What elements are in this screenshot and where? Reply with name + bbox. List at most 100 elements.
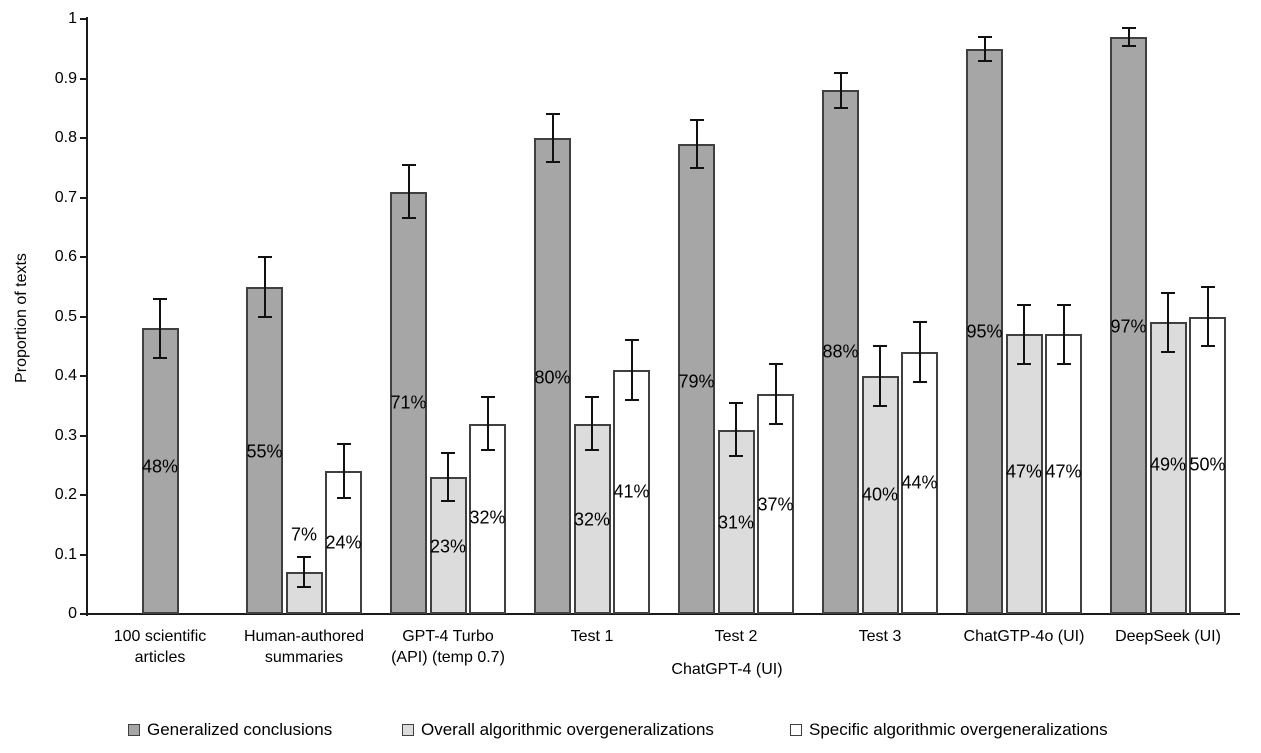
error-bar-cap (257, 315, 272, 318)
legend-item-specific-overgeneralizations: Specific algorithmic overgeneralizations (790, 717, 1108, 743)
error-bar-cap (873, 404, 887, 407)
error-bar-cap (977, 59, 992, 62)
error-bar (735, 402, 737, 457)
error-bar-cap (624, 398, 639, 401)
y-tick-label: 0.3 (54, 426, 77, 444)
bar-value-label: 47% (1005, 461, 1043, 482)
error-bar-cap (729, 455, 743, 458)
error-bar-cap (153, 357, 167, 360)
bar-value-label: 50% (1189, 454, 1226, 475)
error-bar (591, 396, 593, 451)
error-bar-cap (689, 166, 704, 169)
y-tick (80, 553, 87, 556)
error-bar-cap (545, 160, 560, 163)
error-bar-cap (1056, 363, 1071, 366)
bar (717, 429, 755, 614)
bar-value-label: 49% (1149, 454, 1187, 475)
error-bar-cap (1161, 351, 1175, 354)
error-bar-cap (873, 345, 887, 348)
error-bar (303, 557, 305, 588)
y-tick-label: 1 (68, 10, 77, 27)
bar (141, 328, 179, 614)
bar-value-label: 47% (1045, 461, 1082, 482)
bar-value-label: 7% (290, 524, 318, 545)
error-bar-cap (912, 380, 927, 383)
y-tick (80, 434, 87, 437)
error-bar-cap (257, 256, 272, 258)
bar (613, 370, 650, 614)
error-bar (263, 257, 266, 317)
error-bar-cap (833, 71, 848, 74)
x-category-label: 100 scientific articles (113, 628, 207, 666)
error-bar-cap (401, 217, 416, 220)
legend-swatch (790, 724, 802, 736)
bar-value-label: 71% (390, 392, 427, 413)
bar-value-label: 95% (966, 321, 1003, 342)
bar (573, 423, 611, 614)
error-bar-cap (585, 449, 599, 452)
y-tick (80, 77, 87, 80)
error-bar-cap (336, 496, 351, 499)
bar-value-label: 44% (901, 472, 938, 493)
error-bar-cap (401, 163, 416, 166)
error-bar (342, 444, 345, 498)
error-bar (918, 322, 921, 382)
legend: Generalized conclusions Overall algorith… (0, 717, 1261, 743)
error-bar (1023, 304, 1025, 365)
bar-value-label: 48% (141, 456, 179, 477)
x-category-label: GPT-4 Turbo (API) (temp 0.7) (391, 628, 505, 666)
bar (1110, 36, 1147, 614)
y-tick-label: 0.4 (54, 367, 77, 384)
error-bar-cap (624, 339, 639, 342)
y-tick-label: 0 (68, 605, 77, 622)
y-axis-line (86, 17, 88, 616)
error-bar-cap (297, 586, 311, 589)
error-bar-cap (1017, 363, 1031, 366)
bar (822, 90, 859, 614)
error-bar (983, 36, 986, 61)
bar (678, 143, 715, 614)
bar (966, 48, 1003, 614)
error-bar-cap (1200, 345, 1215, 348)
x-axis-group-label: ChatGPT-4 (UI) (671, 661, 783, 678)
bar (469, 423, 506, 614)
x-category-label: ChatGTP-4o (UI) (963, 628, 1085, 645)
bar-value-label: 41% (613, 481, 650, 502)
error-bar-cap (1121, 44, 1136, 47)
error-bar-cap (689, 119, 704, 122)
bar-value-label: 37% (757, 494, 794, 515)
y-tick (80, 494, 87, 496)
bar (1149, 322, 1187, 614)
legend-label: Generalized conclusions (147, 720, 333, 739)
error-bar-cap (1056, 303, 1071, 306)
error-bar (774, 364, 777, 424)
bar-value-label: 80% (534, 367, 571, 388)
error-bar (839, 72, 842, 109)
y-tick (80, 315, 87, 318)
x-category-label: Test 1 (570, 628, 614, 645)
y-tick-label: 0.6 (54, 248, 77, 265)
error-bar-cap (297, 556, 311, 559)
error-bar (486, 396, 489, 451)
error-bar-cap (833, 107, 848, 110)
bar-value-label: 32% (469, 507, 506, 528)
bar-value-label: 24% (325, 532, 362, 553)
bar (901, 352, 938, 614)
bar-value-label: 23% (429, 536, 467, 557)
x-category-label: Test 2 (714, 628, 758, 645)
error-bar-cap (336, 443, 351, 446)
error-bar-cap (1200, 285, 1215, 288)
x-category-label: DeepSeek (UI) (1115, 628, 1221, 645)
y-tick-label: 0.9 (54, 69, 77, 87)
bar-value-label: 40% (861, 484, 899, 505)
bar-value-label: 32% (573, 509, 611, 530)
error-bar (551, 114, 554, 162)
bar-value-label: 97% (1110, 316, 1147, 337)
legend-label: Specific algorithmic overgeneralizations (809, 720, 1108, 739)
legend-swatch (402, 724, 414, 736)
bar (534, 138, 571, 614)
bar-value-label: 88% (822, 341, 859, 362)
y-tick-label: 0.1 (54, 545, 77, 563)
x-category-label: Human-authored summaries (243, 628, 365, 666)
error-bar-cap (729, 401, 743, 404)
